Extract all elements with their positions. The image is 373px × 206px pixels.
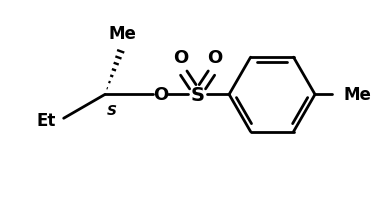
Text: Et: Et	[37, 112, 56, 130]
Text: S: S	[191, 85, 205, 104]
Text: Me: Me	[344, 86, 372, 104]
Text: O: O	[153, 86, 168, 104]
Text: Me: Me	[109, 25, 137, 43]
Text: O: O	[207, 49, 222, 67]
Text: O: O	[173, 49, 188, 67]
Text: S: S	[107, 103, 117, 117]
